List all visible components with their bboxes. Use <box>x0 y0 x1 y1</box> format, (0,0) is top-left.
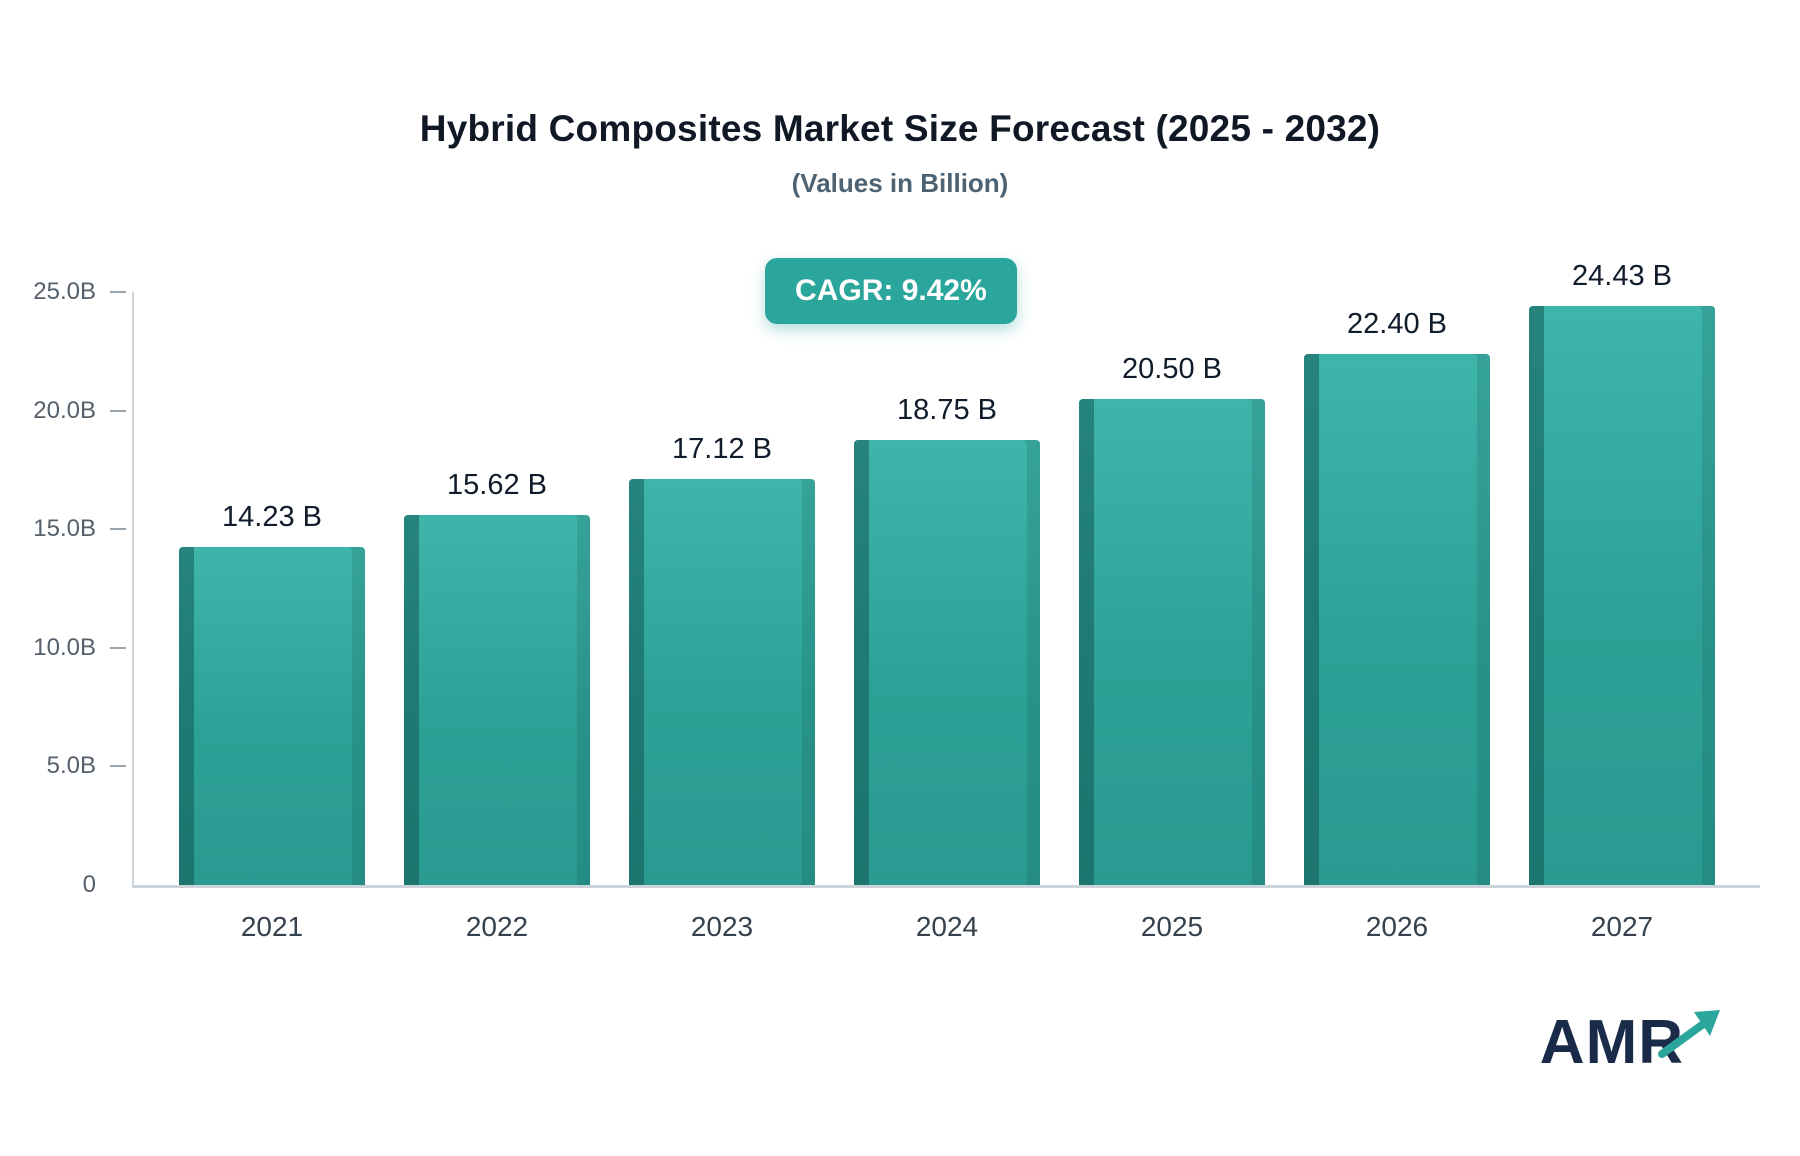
x-axis-label: 2023 <box>690 911 754 942</box>
amr-logo-text: AMR <box>1539 1008 1684 1077</box>
bar-2021: 14.23 B 2021 <box>179 501 365 942</box>
bar-2023: 17.12 B 2023 <box>629 433 815 942</box>
bars: 14.23 B 2021 15.62 B 2022 17.12 B 2023 18.75 B… <box>134 260 1760 942</box>
y-tick-label: 20.0B <box>33 396 96 424</box>
amr-logo: AMR <box>1540 1007 1722 1078</box>
y-tick-mark <box>110 409 126 412</box>
bar-value-label: 17.12 B <box>672 432 772 465</box>
x-axis-label: 2026 <box>1365 911 1429 942</box>
y-tick-mark <box>110 528 126 531</box>
bar-2024: 18.75 B 2024 <box>854 394 1040 942</box>
y-tick-mark <box>110 765 126 768</box>
bar-value-label: 24.43 B <box>1572 259 1672 292</box>
y-tick-label: 15.0B <box>33 515 96 543</box>
x-axis-label: 2025 <box>1140 911 1204 942</box>
bar-value-label: 20.50 B <box>1122 352 1222 385</box>
bar-value-label: 15.62 B <box>447 468 547 501</box>
bar-2025: 20.50 B 2025 <box>1079 353 1265 942</box>
bar-value-label: 14.23 B <box>222 501 322 534</box>
bar-2027: 24.43 B 2027 <box>1529 260 1715 942</box>
cagr-badge: CAGR: 9.42% <box>765 258 1017 324</box>
chart-subtitle: (Values in Billion) <box>791 168 1009 198</box>
y-tick-label: 0 <box>82 871 96 898</box>
bar-2022: 15.62 B 2022 <box>404 469 590 942</box>
y-tick-label: 25.0B <box>33 278 96 305</box>
bar-value-label: 18.75 B <box>897 394 997 427</box>
bar-value-label: 22.40 B <box>1347 307 1447 340</box>
y-tick-label: 5.0B <box>46 752 96 780</box>
y-tick-mark <box>110 646 126 649</box>
growth-arrow-icon <box>1658 1008 1722 1063</box>
bar-2026: 22.40 B 2026 <box>1304 308 1490 942</box>
plot-area: 25.0B 20.0B 15.0B 10.0B 5.0B 0 14.23 B 2021 15.… <box>33 260 1760 942</box>
y-tick-mark <box>110 291 126 293</box>
x-axis-label: 2024 <box>915 911 979 942</box>
x-axis-label: 2027 <box>1590 911 1654 942</box>
x-axis-label: 2022 <box>465 911 529 942</box>
x-axis-label: 2021 <box>240 911 304 942</box>
chart-title: Hybrid Composites Market Size Forecast (… <box>419 108 1381 149</box>
y-tick-label: 10.0B <box>33 633 96 661</box>
